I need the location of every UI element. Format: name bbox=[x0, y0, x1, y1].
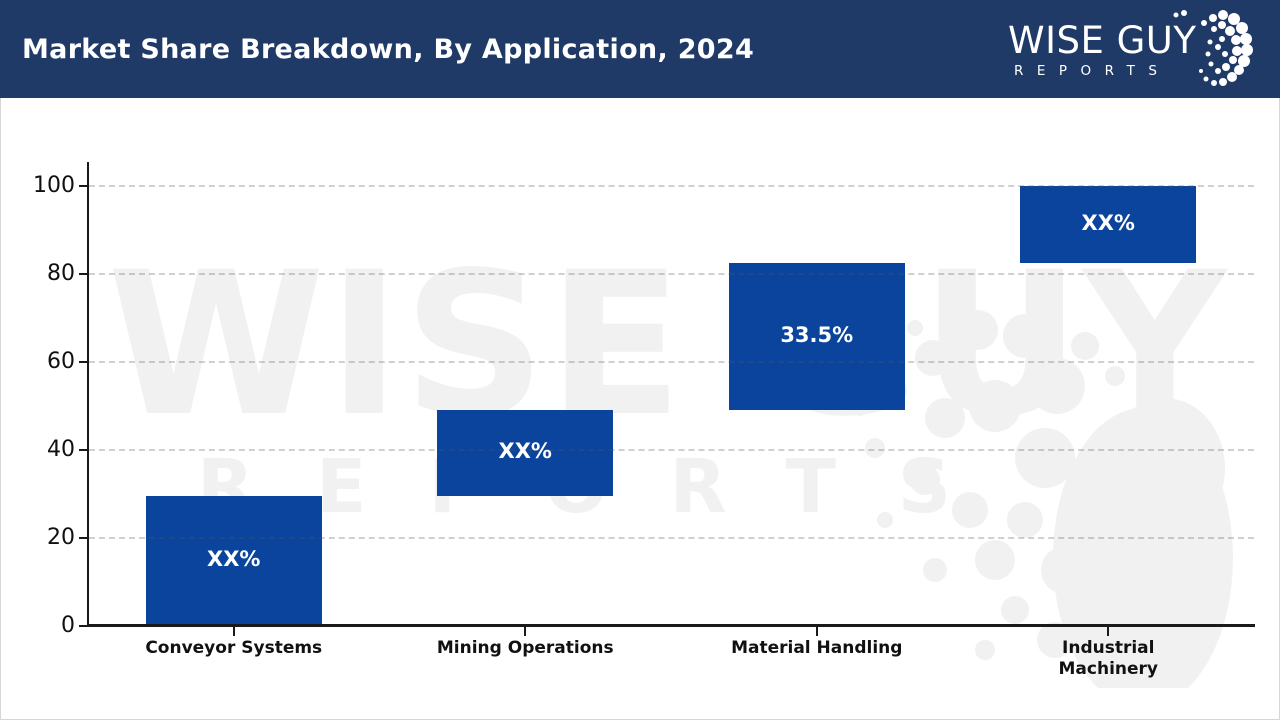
x-axis-tick-1 bbox=[524, 627, 527, 636]
x-axis-tick-0 bbox=[232, 627, 235, 636]
page-title: Market Share Breakdown, By Application, … bbox=[22, 33, 755, 65]
y-tick-label-100: 100 bbox=[33, 173, 75, 198]
dotted-face-icon bbox=[1173, 10, 1253, 86]
category-label: Mining Operations bbox=[436, 638, 614, 658]
bar-value-label: XX% bbox=[207, 547, 261, 572]
y-tick-label-60: 60 bbox=[47, 349, 75, 374]
bar-mining-operations bbox=[437, 410, 614, 497]
bar-material-handling bbox=[728, 263, 905, 411]
x-axis-tick-2 bbox=[815, 627, 818, 636]
bar-conveyor-systems bbox=[145, 496, 322, 626]
logo-wordmark: WISE GUY bbox=[1008, 19, 1196, 62]
gridline-100 bbox=[89, 185, 1254, 187]
category-label: Conveyor Systems bbox=[145, 638, 323, 658]
bar-value-label: XX% bbox=[1081, 210, 1135, 235]
header-bar: Market Share Breakdown, By Application, … bbox=[0, 0, 1280, 98]
x-axis-line bbox=[87, 624, 1255, 627]
gridline-20 bbox=[89, 537, 1254, 539]
wise-guy-logo: WISE GUY REPORTS bbox=[1008, 9, 1258, 89]
category-label: Material Handling bbox=[731, 638, 903, 658]
y-axis-tick-100 bbox=[79, 185, 87, 187]
bar-industrial-machinery bbox=[1020, 186, 1197, 263]
gridline-40 bbox=[89, 449, 1254, 451]
bar-value-label: 33.5% bbox=[780, 322, 854, 347]
y-tick-label-80: 80 bbox=[47, 261, 75, 286]
x-axis-tick-3 bbox=[1107, 627, 1110, 636]
y-axis-tick-80 bbox=[79, 273, 87, 275]
gridline-60 bbox=[89, 361, 1254, 363]
logo-subtitle: REPORTS bbox=[1014, 63, 1170, 79]
y-tick-label-0: 0 bbox=[61, 613, 75, 638]
y-tick-label-40: 40 bbox=[47, 437, 75, 462]
y-axis-tick-60 bbox=[79, 361, 87, 363]
watermark-dotted-face bbox=[847, 304, 1233, 688]
gridline-80 bbox=[89, 273, 1254, 275]
y-axis-tick-40 bbox=[79, 449, 87, 451]
category-label: Industrial Machinery bbox=[1058, 638, 1159, 680]
y-tick-label-20: 20 bbox=[47, 525, 75, 550]
y-axis-line bbox=[87, 162, 89, 627]
wise-guy-logo-graphic: WISE GUY REPORTS bbox=[1008, 10, 1253, 86]
y-axis-tick-0 bbox=[79, 625, 87, 627]
chart-canvas: WISE GUY REPORTS 020406080100XX%Conveyor… bbox=[0, 98, 1280, 720]
bar-value-label: XX% bbox=[498, 439, 552, 464]
y-axis-tick-20 bbox=[79, 537, 87, 539]
